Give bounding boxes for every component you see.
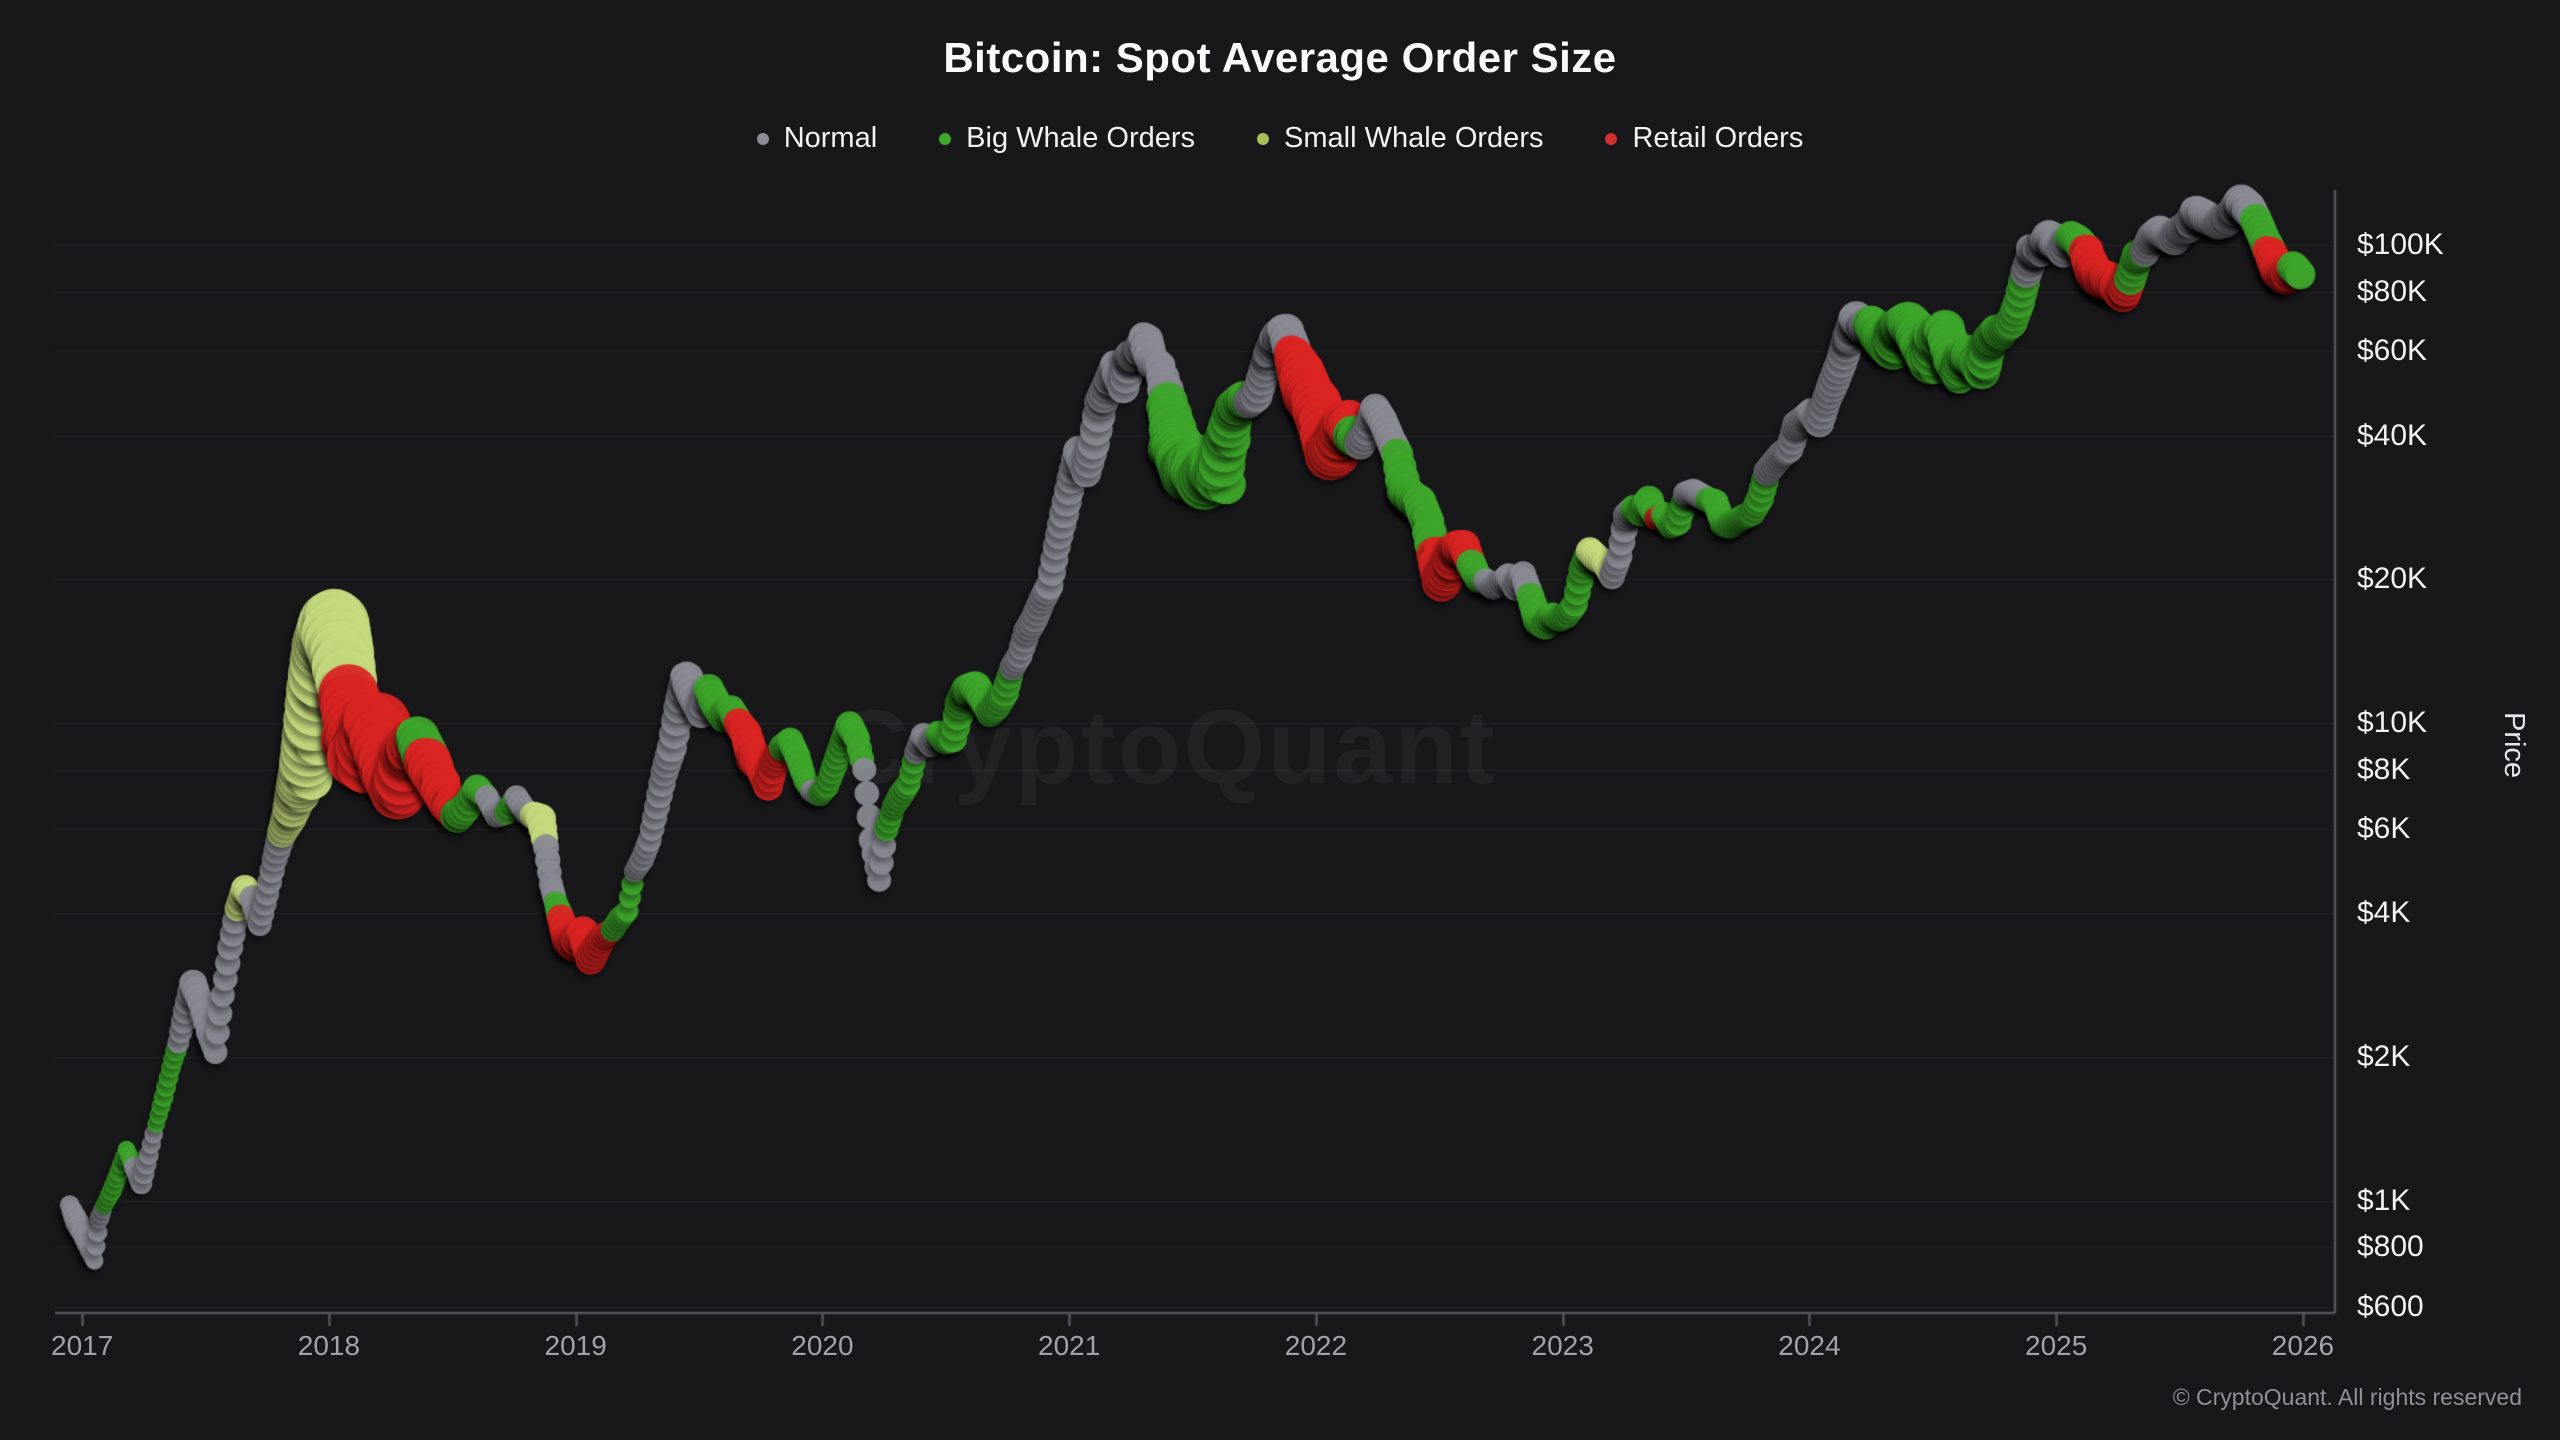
y-tick-label: $4K bbox=[2357, 896, 2411, 930]
y-tick-label: $600 bbox=[2357, 1290, 2424, 1323]
x-tick-label: 2021 bbox=[1037, 1330, 1101, 1361]
y-tick-label: $20K bbox=[2357, 562, 2428, 596]
x-tick-label: 2019 bbox=[544, 1330, 607, 1361]
y-tick-label: $60K bbox=[2357, 334, 2428, 368]
y-tick-label: $8K bbox=[2357, 752, 2411, 786]
y-axis-title: Price bbox=[2498, 711, 2530, 779]
y-tick-label: $100K bbox=[2357, 228, 2444, 262]
y-tick-label: $1K bbox=[2357, 1184, 2411, 1217]
x-tick-label: 2018 bbox=[297, 1330, 361, 1361]
x-tick-label: 2022 bbox=[1284, 1330, 1348, 1361]
copyright-notice: © CryptoQuant. All rights reserved bbox=[2172, 1384, 2522, 1410]
x-tick-label: 2020 bbox=[791, 1330, 854, 1361]
x-tick-label: 2023 bbox=[1531, 1330, 1594, 1361]
x-tick-label: 2017 bbox=[50, 1330, 114, 1361]
x-tick-label: 2025 bbox=[2025, 1330, 2088, 1361]
y-tick-label: $2K bbox=[2357, 1040, 2411, 1074]
y-tick-label: $800 bbox=[2357, 1230, 2424, 1264]
y-tick-label: $10K bbox=[2357, 706, 2428, 740]
y-tick-label: $80K bbox=[2357, 274, 2428, 308]
x-tick-label: 2024 bbox=[1778, 1330, 1841, 1361]
y-tick-label: $6K bbox=[2357, 812, 2411, 846]
y-tick-label: $40K bbox=[2357, 418, 2428, 452]
x-tick-label: 2026 bbox=[2271, 1330, 2335, 1361]
